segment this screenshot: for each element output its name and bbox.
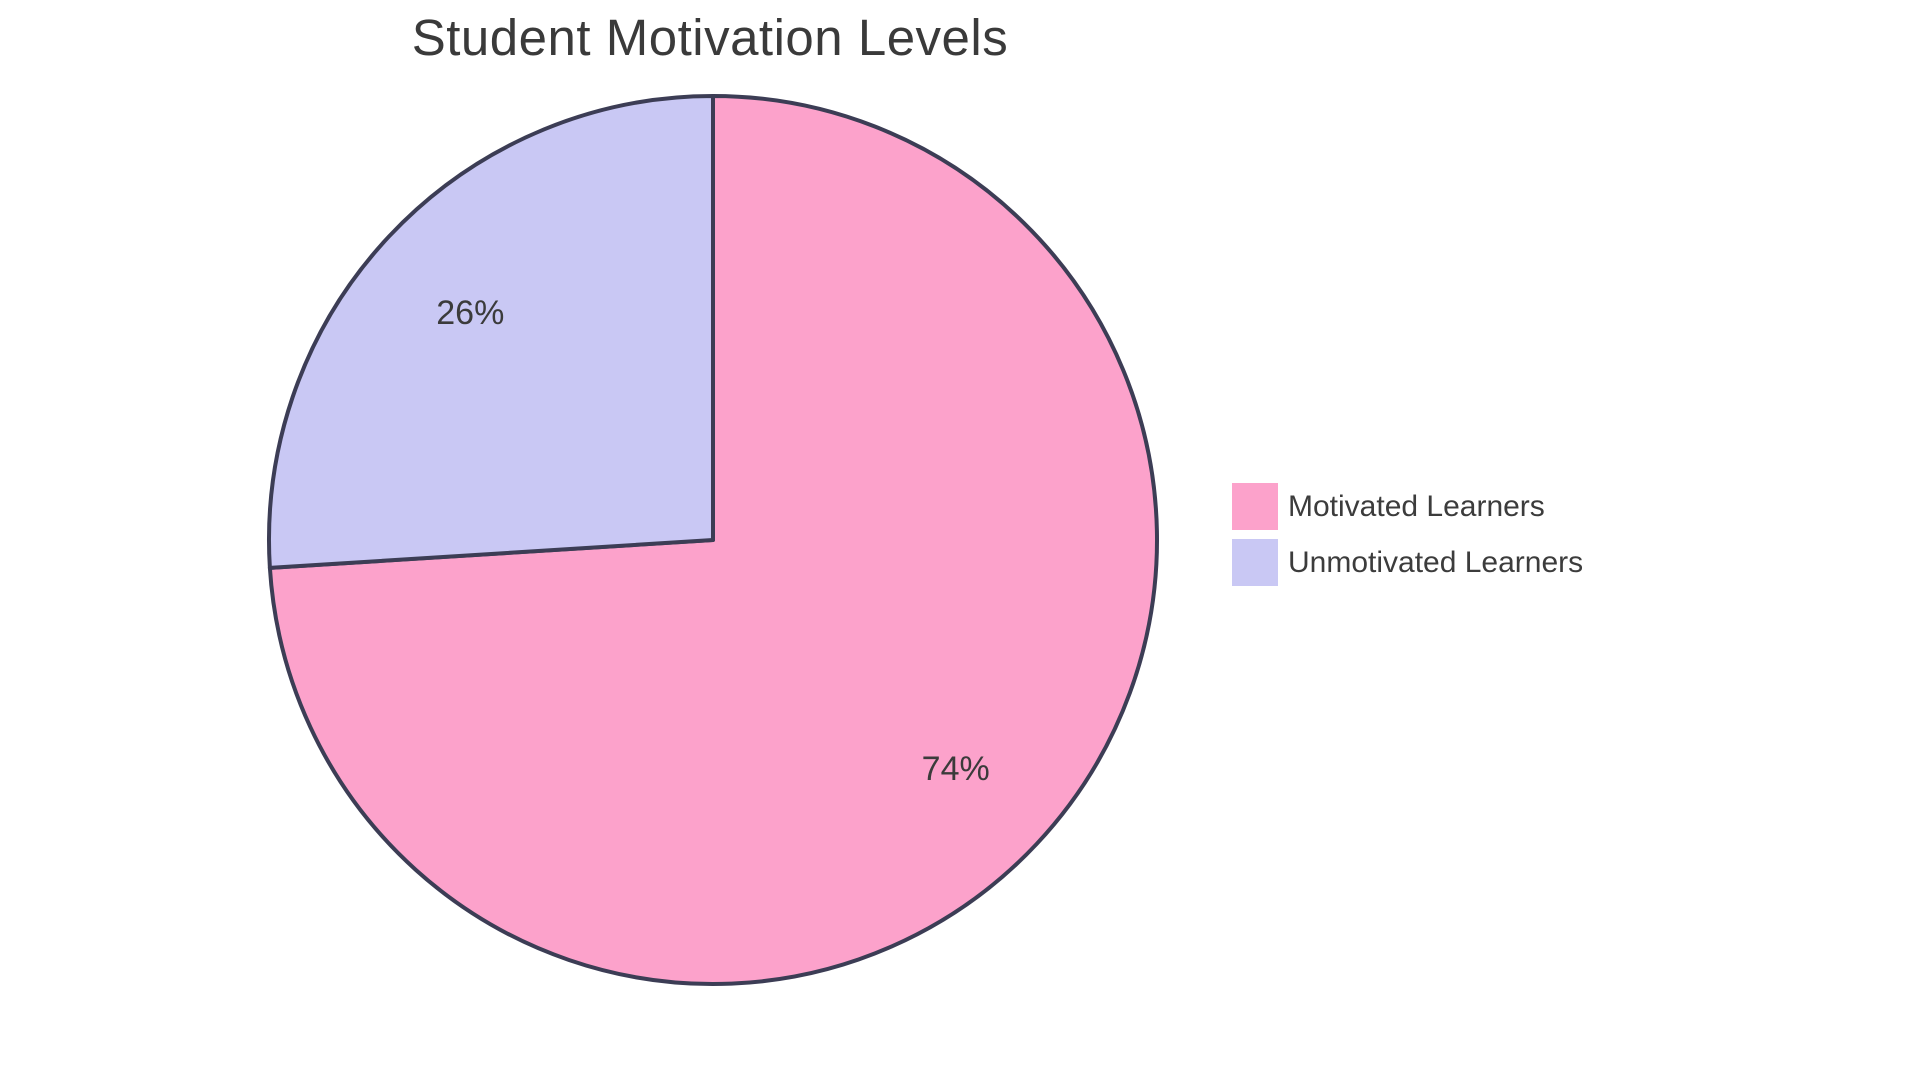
pie-slice-value-label: 26% (436, 294, 504, 332)
legend-item: Motivated Learners (1232, 483, 1583, 530)
legend-swatch (1232, 539, 1278, 586)
legend-item-label: Motivated Learners (1288, 489, 1545, 523)
legend-swatch (1232, 483, 1278, 530)
chart-title: Student Motivation Levels (411, 9, 1009, 66)
pie-slice-unmotivated-learners (267, 94, 715, 570)
legend-item-label: Unmotivated Learners (1288, 545, 1584, 579)
pie-slice-value-label: 74% (922, 750, 990, 788)
legend: Motivated Learners Unmotivated Learners (1232, 483, 1583, 586)
legend-item: Unmotivated Learners (1232, 539, 1583, 586)
